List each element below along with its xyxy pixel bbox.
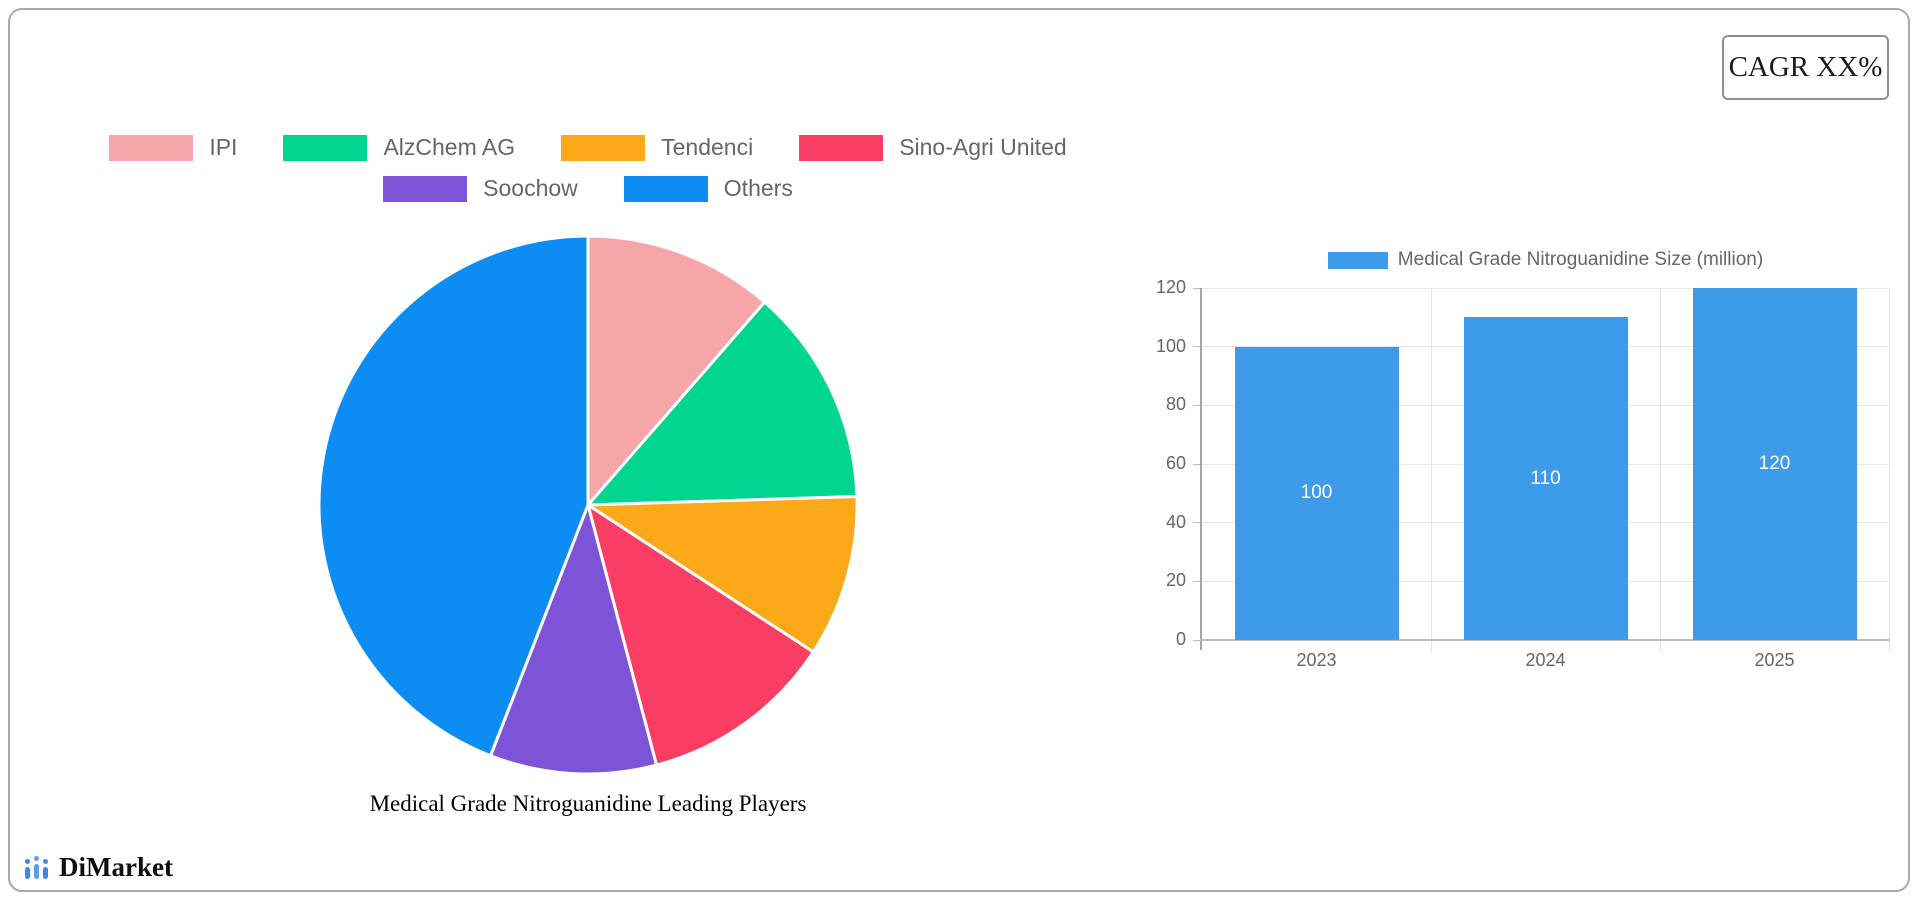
bar-chart-legend[interactable]: Medical Grade Nitroguanidine Size (milli… — [1202, 249, 1889, 271]
legend-item-soochow[interactable]: Soochow — [383, 175, 578, 202]
bar-legend-label: Medical Grade Nitroguanidine Size (milli… — [1397, 249, 1764, 270]
y-tick-mark — [1193, 287, 1200, 289]
bar-legend-swatch — [1327, 251, 1388, 269]
bar-value-label: 110 — [1530, 467, 1561, 489]
bar-value-label: 120 — [1758, 453, 1791, 474]
legend-swatch — [383, 175, 468, 202]
cagr-label: CAGR XX% — [1728, 51, 1883, 83]
pie-chart-svg — [317, 234, 859, 776]
legend-label: Tendenci — [661, 134, 754, 160]
legend-item-sino-agri-united[interactable]: Sino-Agri United — [799, 134, 1067, 161]
legend-label: IPI — [209, 134, 238, 160]
y-tick-label: 40 — [1165, 511, 1186, 532]
pie-slice-soochow — [489, 503, 659, 776]
legend-item-others[interactable]: Others — [623, 175, 793, 202]
pie-chart — [315, 232, 861, 778]
legend-label: AlzChem AG — [383, 134, 516, 160]
y-tick-mark — [1193, 639, 1200, 641]
pie-chart-title: Medical Grade Nitroguanidine Leading Pla… — [369, 791, 807, 816]
y-tick-label: 0 — [1175, 629, 1186, 649]
y-tick-mark — [1193, 463, 1200, 465]
pie-legend-row: IPI AlzChem AG Tendenci Sino-Agri United — [88, 134, 1088, 161]
legend-item-tendenci[interactable]: Tendenci — [561, 134, 753, 161]
gridline-horizontal — [1202, 287, 1889, 289]
bar-2025: 120 — [1692, 288, 1857, 640]
pie-legend-row: Soochow Others — [88, 175, 1088, 202]
pie-slice-ipi — [586, 234, 767, 507]
y-tick-mark — [1193, 522, 1200, 524]
legend-item-ipi[interactable]: IPI — [109, 134, 237, 161]
brand-logo: DiMarket — [24, 852, 173, 883]
y-tick-mark — [1193, 346, 1200, 348]
y-tick-label: 120 — [1155, 277, 1186, 297]
legend-label: Others — [723, 175, 793, 201]
pie-slice-others — [317, 234, 590, 758]
x-tick-label: 2023 — [1296, 650, 1337, 670]
gridline-vertical — [1888, 288, 1890, 652]
pie-slice-sino-agri-united — [586, 503, 815, 767]
y-tick-mark — [1193, 404, 1200, 406]
pie-slice-alzchem-ag — [586, 300, 859, 507]
legend-item-alzchem-ag[interactable]: AlzChem AG — [283, 134, 515, 161]
brand-name: DiMarket — [59, 852, 173, 882]
y-tick-label: 100 — [1155, 335, 1186, 356]
y-tick-label: 20 — [1165, 570, 1186, 591]
gridline-vertical — [1430, 288, 1432, 652]
legend-label: Sino-Agri United — [899, 134, 1067, 160]
pie-slice-tendenci — [586, 495, 859, 654]
legend-label: Soochow — [483, 175, 578, 201]
gridline-vertical — [1659, 288, 1661, 652]
cagr-badge: CAGR XX% — [1722, 35, 1889, 100]
x-tick-label: 2024 — [1525, 650, 1566, 670]
y-tick-label: 60 — [1165, 453, 1186, 473]
y-tick-mark — [1193, 580, 1200, 582]
pie-chart-legend: IPI AlzChem AG Tendenci Sino-Agri United Soo… — [88, 134, 1088, 202]
x-axis-line — [1200, 639, 1890, 641]
legend-swatch — [799, 134, 884, 161]
legend-swatch — [561, 134, 646, 161]
legend-swatch — [283, 134, 368, 161]
bar-2023: 100 — [1234, 346, 1399, 640]
x-tick-label: 2025 — [1754, 650, 1795, 670]
bar-2024: 110 — [1463, 317, 1628, 640]
bar-chart-icon — [24, 855, 51, 881]
y-tick-label: 80 — [1165, 394, 1186, 415]
y-axis-line — [1200, 288, 1202, 650]
bar-chart-plot-area: 0 20 40 60 80 100 120 100 2023 110 2024 120 2025 — [1156, 277, 1890, 670]
bar-value-label: 100 — [1300, 482, 1333, 504]
legend-swatch — [623, 175, 708, 202]
legend-swatch — [109, 134, 194, 161]
